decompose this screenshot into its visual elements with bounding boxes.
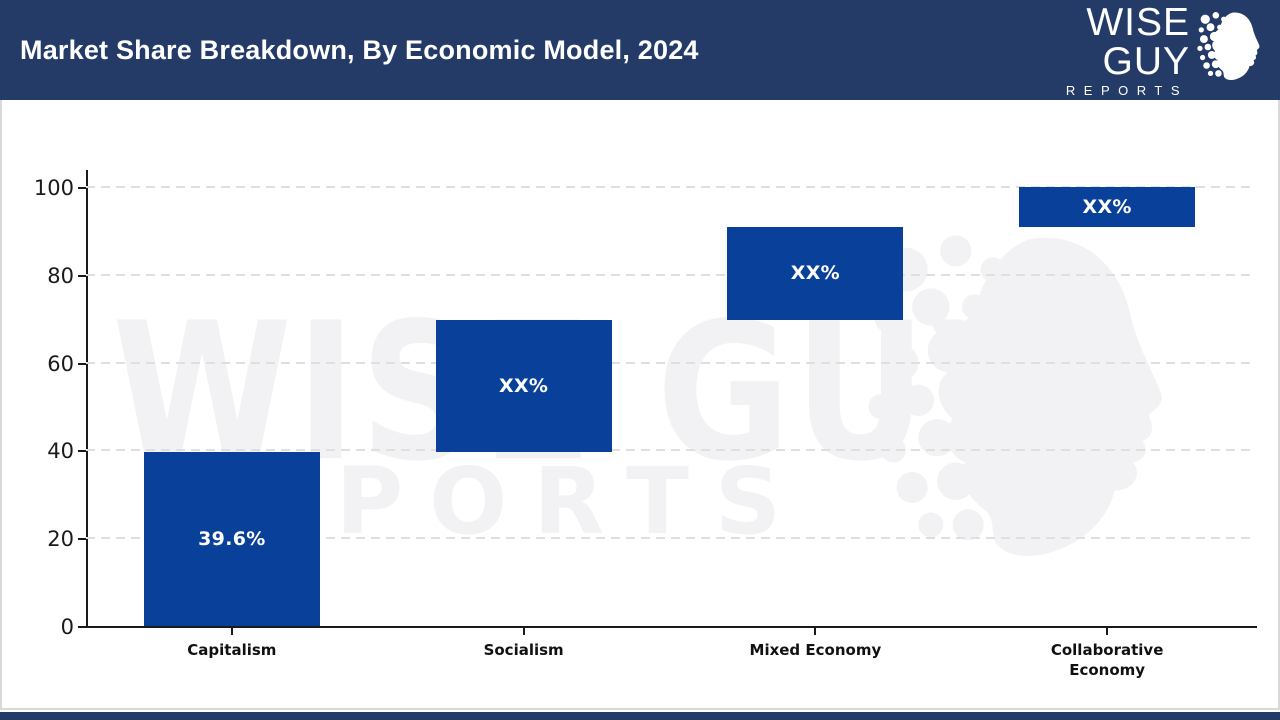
y-axis-tick-label: 80 xyxy=(47,263,74,288)
bar-value-label: XX% xyxy=(499,375,549,398)
x-axis-line xyxy=(86,626,1257,628)
gridline xyxy=(86,361,1253,364)
footer-bar xyxy=(0,712,1280,720)
gridline xyxy=(86,537,1253,540)
y-axis-tick xyxy=(78,274,86,277)
chart-canvas xyxy=(0,100,1280,710)
gridline xyxy=(86,449,1253,452)
y-axis-line xyxy=(86,170,88,628)
x-axis-category-label: Collaborative Economy xyxy=(1050,641,1164,679)
dotted-head-logo-icon xyxy=(1196,9,1262,91)
watermark-dotted-head-icon xyxy=(862,226,1174,588)
bar-value-label: XX% xyxy=(1082,195,1132,218)
x-axis-tick xyxy=(1106,628,1109,635)
x-axis-category-label: Capitalism xyxy=(187,641,277,659)
y-axis-tick xyxy=(78,538,86,541)
gridline xyxy=(86,186,1253,188)
y-axis-tick xyxy=(78,362,86,365)
y-axis-tick-label: 60 xyxy=(47,351,74,376)
y-axis-tick xyxy=(78,450,86,453)
y-axis-tick-label: 0 xyxy=(60,615,74,639)
bar-collaborative-economy: XX% xyxy=(1019,187,1196,227)
x-axis-tick xyxy=(230,628,233,635)
logo-text: WISE GUY REPORTS xyxy=(1012,3,1196,97)
y-axis-tick-label: 100 xyxy=(33,176,74,200)
bar-value-label: 39.6% xyxy=(198,528,266,551)
gridline xyxy=(86,273,1253,276)
y-axis-tick xyxy=(78,187,86,189)
y-axis-tick-label: 20 xyxy=(47,527,74,552)
bar-mixed-economy: XX% xyxy=(727,226,904,321)
bar-capitalism: 39.6% xyxy=(143,452,320,626)
logo-reports-label: REPORTS xyxy=(1065,83,1188,98)
wise-guy-reports-logo: WISE GUY REPORTS xyxy=(1012,3,1262,97)
y-axis-tick-label: 40 xyxy=(47,439,74,464)
x-axis-category-label: Mixed Economy xyxy=(749,641,882,659)
y-axis-tick xyxy=(78,626,86,628)
page-title: Market Share Breakdown, By Economic Mode… xyxy=(20,34,699,65)
x-axis-category-label: Socialism xyxy=(483,641,564,659)
x-axis-tick xyxy=(814,628,817,635)
header-bar: Market Share Breakdown, By Economic Mode… xyxy=(0,0,1280,100)
logo-wordmark: WISE GUY xyxy=(1086,1,1190,83)
bar-socialism: XX% xyxy=(435,320,612,453)
bar-value-label: XX% xyxy=(790,262,840,285)
x-axis-tick xyxy=(522,628,525,635)
